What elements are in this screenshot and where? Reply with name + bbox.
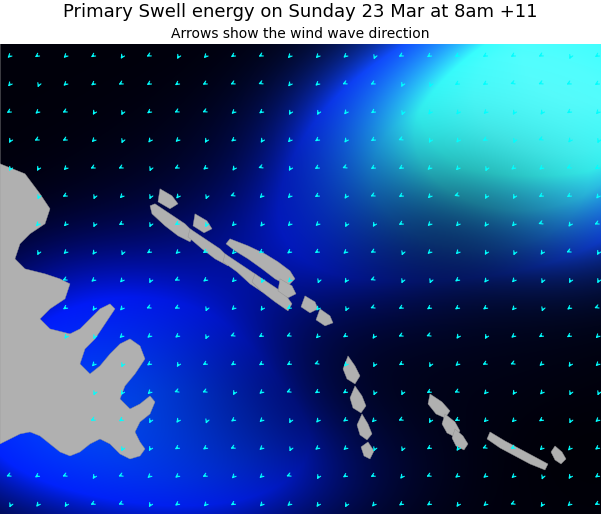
Text: Primary Swell energy on Sunday 23 Mar at 8am +11: Primary Swell energy on Sunday 23 Mar at… xyxy=(63,3,538,21)
Text: Arrows show the wind wave direction: Arrows show the wind wave direction xyxy=(171,27,430,41)
